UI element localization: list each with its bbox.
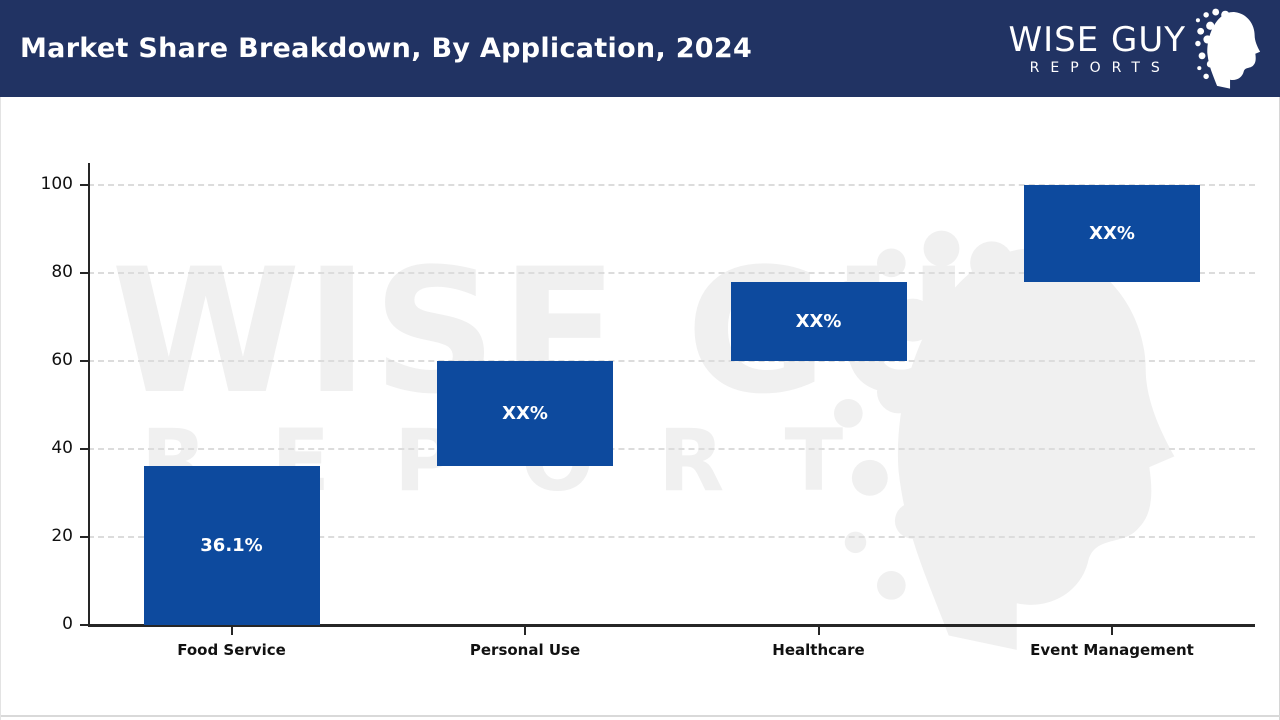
y-tick-label-40: 40 (51, 438, 73, 458)
brand-logo: WISE GUY REPORTS (1008, 8, 1266, 90)
plot-area: 0 20 40 60 80 100 36.1% Food Service XX% Personal… (1, 97, 1280, 720)
y-tick-label-80: 80 (51, 262, 73, 282)
gridline-60 (88, 360, 1255, 362)
category-label-3: Event Management (1030, 641, 1194, 659)
bar-food-service: 36.1% (143, 466, 320, 625)
x-tick-mark-3 (1111, 627, 1113, 635)
y-tick-mark-40 (80, 448, 88, 450)
header-bar: Market Share Breakdown, By Application, … (0, 0, 1280, 97)
bar-value-label: XX% (795, 310, 842, 332)
y-tick-label-60: 60 (51, 350, 73, 370)
category-label-1: Personal Use (469, 641, 581, 659)
logo-subtitle: REPORTS (1029, 60, 1171, 76)
x-tick-mark-2 (817, 627, 820, 635)
y-tick-mark-0 (80, 624, 88, 626)
y-tick-mark-80 (80, 272, 88, 274)
category-label-2: Healthcare (772, 641, 865, 659)
gridline-40 (88, 448, 1255, 450)
bar-value-label: 36.1% (200, 535, 263, 557)
y-tick-label-100: 100 (40, 174, 73, 194)
logo-wordmark: WISE GUY (1008, 20, 1186, 60)
bar-healthcare: XX% (730, 281, 907, 361)
y-tick-mark-100 (80, 184, 88, 186)
bar-personal-use: XX% (437, 361, 613, 467)
y-tick-label-20: 20 (51, 526, 73, 546)
y-axis-line (88, 163, 90, 627)
gridline-80 (88, 272, 1255, 274)
x-tick-mark-1 (524, 627, 526, 635)
x-tick-mark-0 (230, 627, 233, 635)
category-label-0: Food Service (177, 641, 286, 659)
dot-head-icon (1190, 8, 1266, 90)
bar-value-label: XX% (1089, 222, 1135, 244)
bottom-frame-line (1, 715, 1280, 717)
y-tick-label-0: 0 (62, 614, 73, 634)
gridline-20 (88, 536, 1255, 538)
chart-title: Market Share Breakdown, By Application, … (20, 33, 753, 64)
x-axis-line (88, 624, 1255, 627)
y-tick-mark-20 (80, 536, 88, 538)
bar-value-label: XX% (502, 403, 548, 425)
y-tick-mark-60 (80, 360, 88, 362)
gridline-100 (88, 184, 1255, 186)
bar-event-management: XX% (1024, 185, 1200, 282)
